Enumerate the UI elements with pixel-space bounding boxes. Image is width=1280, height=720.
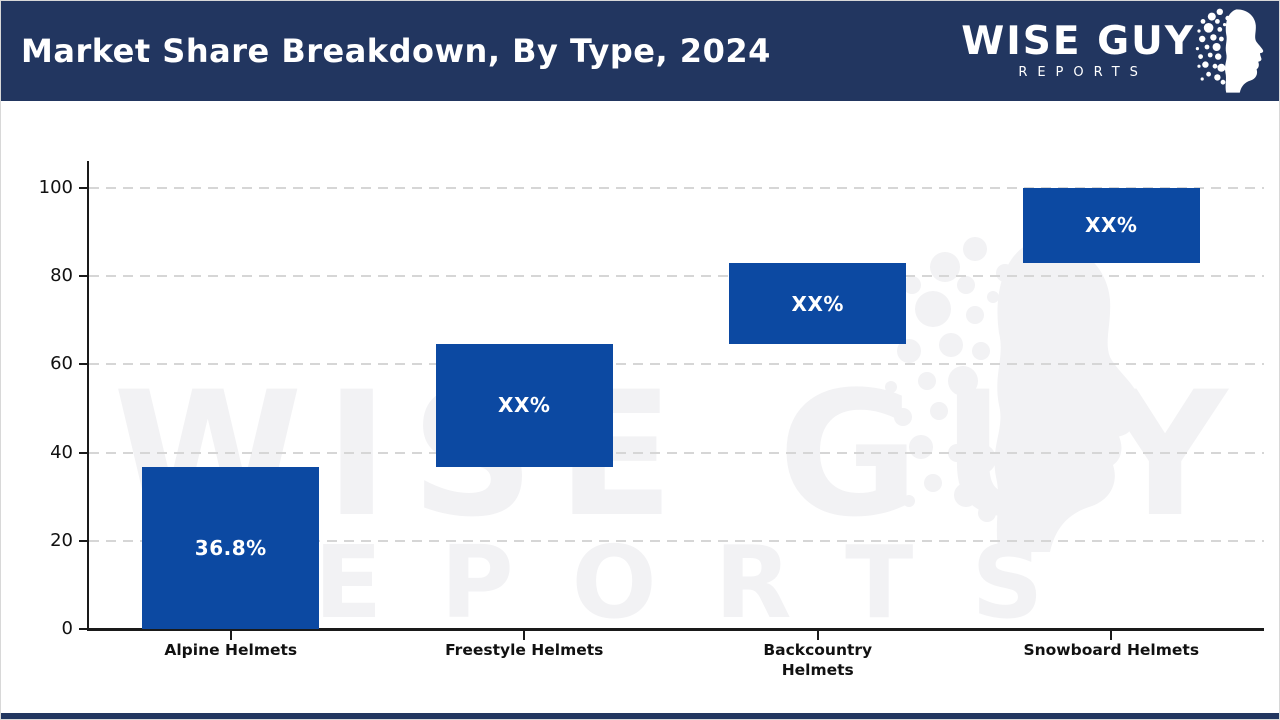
- y-tick-mark-100: [79, 187, 88, 189]
- y-tick-label-100: 100: [38, 177, 73, 198]
- gridline-80: [89, 275, 1264, 278]
- gridline-40: [89, 451, 1264, 454]
- logo-text: WISE GUY REPORTS: [961, 19, 1195, 80]
- bar-backcountry-helmets: XX%: [729, 262, 907, 345]
- bar-value-label: XX%: [791, 291, 844, 316]
- x-axis-line: [87, 628, 1264, 631]
- category-label-backcountry-helmets: Backcountry Helmets: [763, 641, 873, 679]
- logo-subtitle: REPORTS: [1018, 64, 1148, 80]
- y-tick-label-40: 40: [50, 441, 73, 463]
- y-axis-line: [87, 161, 89, 630]
- x-tick-mark-freestyle-helmets: [523, 631, 526, 640]
- y-tick-mark-20: [79, 539, 88, 542]
- gridline-60: [89, 363, 1264, 366]
- category-label-snowboard-helmets: Snowboard Helmets: [1023, 641, 1200, 659]
- bar-freestyle-helmets: XX%: [435, 344, 613, 467]
- x-tick-mark-backcountry-helmets: [816, 631, 819, 640]
- bar-value-label: 36.8%: [194, 535, 267, 560]
- x-tick-mark-snowboard-helmets: [1110, 631, 1113, 640]
- y-tick-mark-0: [79, 628, 88, 630]
- logo-wordmark: WISE GUY: [961, 19, 1195, 65]
- header-bar: Market Share Breakdown, By Type, 2024 WI…: [1, 1, 1279, 101]
- wise-guy-reports-logo: WISE GUY REPORTS: [961, 5, 1271, 97]
- gridline-20: [89, 539, 1264, 542]
- category-label-alpine-helmets: Alpine Helmets: [164, 641, 298, 659]
- gridline-100: [89, 187, 1264, 189]
- bar-snowboard-helmets: XX%: [1022, 188, 1200, 263]
- watermark-subtitle: REPORTS: [179, 524, 1102, 641]
- category-label-freestyle-helmets: Freestyle Helmets: [445, 641, 604, 659]
- y-tick-label-20: 20: [50, 529, 73, 551]
- y-tick-label-0: 0: [61, 618, 73, 639]
- y-tick-label-60: 60: [50, 353, 73, 375]
- bar-alpine-helmets: 36.8%: [142, 466, 320, 629]
- y-tick-label-80: 80: [50, 265, 73, 287]
- footer-bar: [1, 713, 1279, 719]
- bar-value-label: XX%: [1085, 213, 1138, 238]
- y-tick-mark-80: [79, 275, 88, 278]
- bar-value-label: XX%: [498, 393, 551, 418]
- x-tick-mark-alpine-helmets: [229, 631, 232, 640]
- page-title: Market Share Breakdown, By Type, 2024: [21, 32, 771, 70]
- y-tick-mark-40: [79, 451, 88, 454]
- watermark: WISE GUY REPORTS: [1, 101, 1279, 715]
- y-tick-mark-60: [79, 363, 88, 366]
